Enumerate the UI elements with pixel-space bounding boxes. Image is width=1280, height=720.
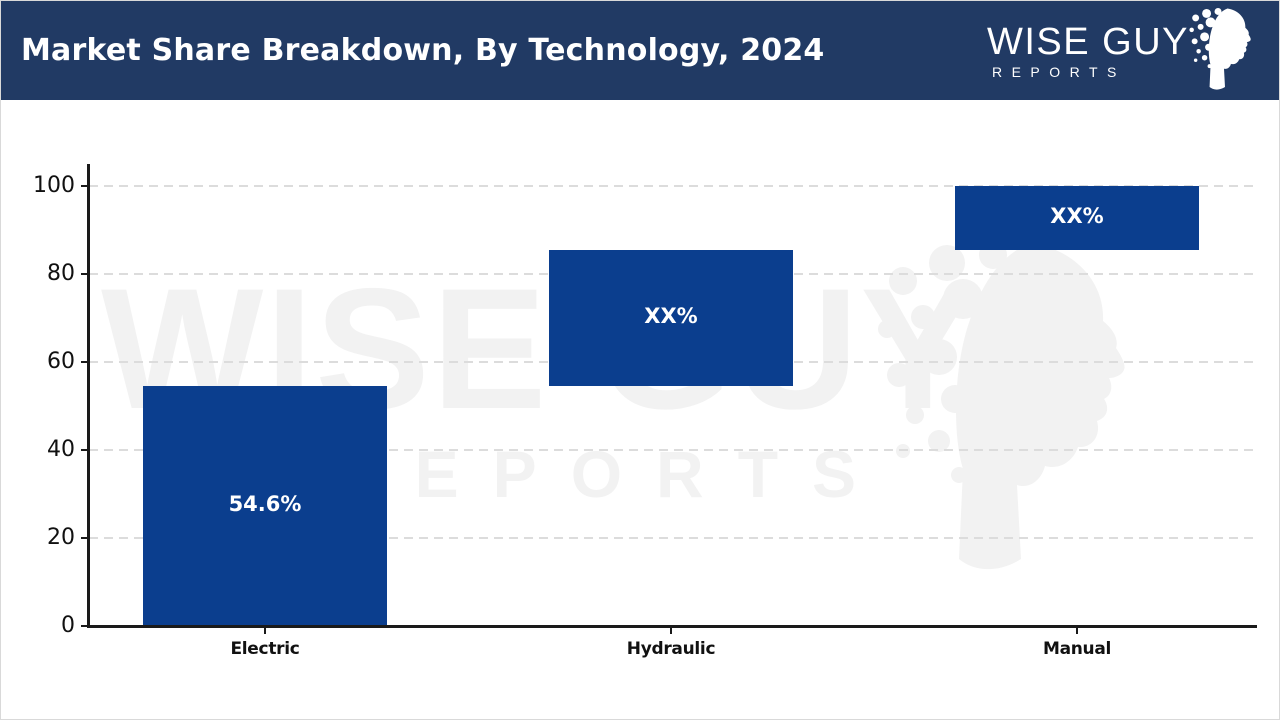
x-axis-tick: [670, 626, 672, 634]
y-axis-line: [87, 164, 90, 628]
gridline: [89, 185, 1257, 187]
bar-value-label: XX%: [1050, 204, 1104, 229]
category-label: Electric: [230, 639, 300, 659]
y-axis-tick: [81, 625, 89, 627]
y-axis-tick-label: 40: [47, 437, 75, 462]
page-title: Market Share Breakdown, By Technology, 2…: [21, 33, 825, 68]
bar-segment: [955, 186, 1199, 251]
bar-value-label: XX%: [644, 304, 698, 328]
x-axis-line: [87, 625, 1257, 628]
y-axis-tick: [81, 537, 89, 539]
logo-wordmark: WISE GUY: [986, 20, 1189, 63]
y-axis-tick: [81, 361, 89, 363]
watermark-head-profile-icon: [878, 241, 1125, 570]
gridline: [89, 537, 1257, 539]
y-axis-tick: [81, 185, 89, 187]
y-axis-tick-label: 60: [47, 349, 75, 374]
head-profile-dots-icon: [1189, 7, 1251, 90]
gridline: [89, 449, 1257, 451]
logo-text: WISE GUY REPORTS: [987, 23, 1189, 79]
y-axis-tick-label: 20: [47, 525, 75, 550]
y-axis-tick: [81, 449, 89, 451]
watermark-subtitle: REPORTS: [333, 437, 891, 511]
x-axis-tick: [1076, 626, 1078, 634]
category-label: Manual: [1042, 639, 1112, 659]
logo-subtitle: REPORTS: [991, 63, 1126, 80]
wise-guy-reports-logo: WISE GUY REPORTS: [987, 5, 1267, 97]
bar-segment: [549, 250, 793, 386]
category-label: Hydraulic: [626, 639, 716, 659]
y-axis-tick-label: 80: [47, 261, 75, 286]
y-axis-tick-label: 100: [33, 173, 75, 198]
x-axis-tick: [264, 626, 266, 634]
bar-segment: [143, 385, 387, 626]
y-axis-tick: [81, 273, 89, 275]
bar-value-label: 54.6%: [228, 491, 302, 516]
y-axis-tick-label: 0: [61, 613, 75, 638]
header-bar: Market Share Breakdown, By Technology, 2…: [1, 1, 1279, 100]
